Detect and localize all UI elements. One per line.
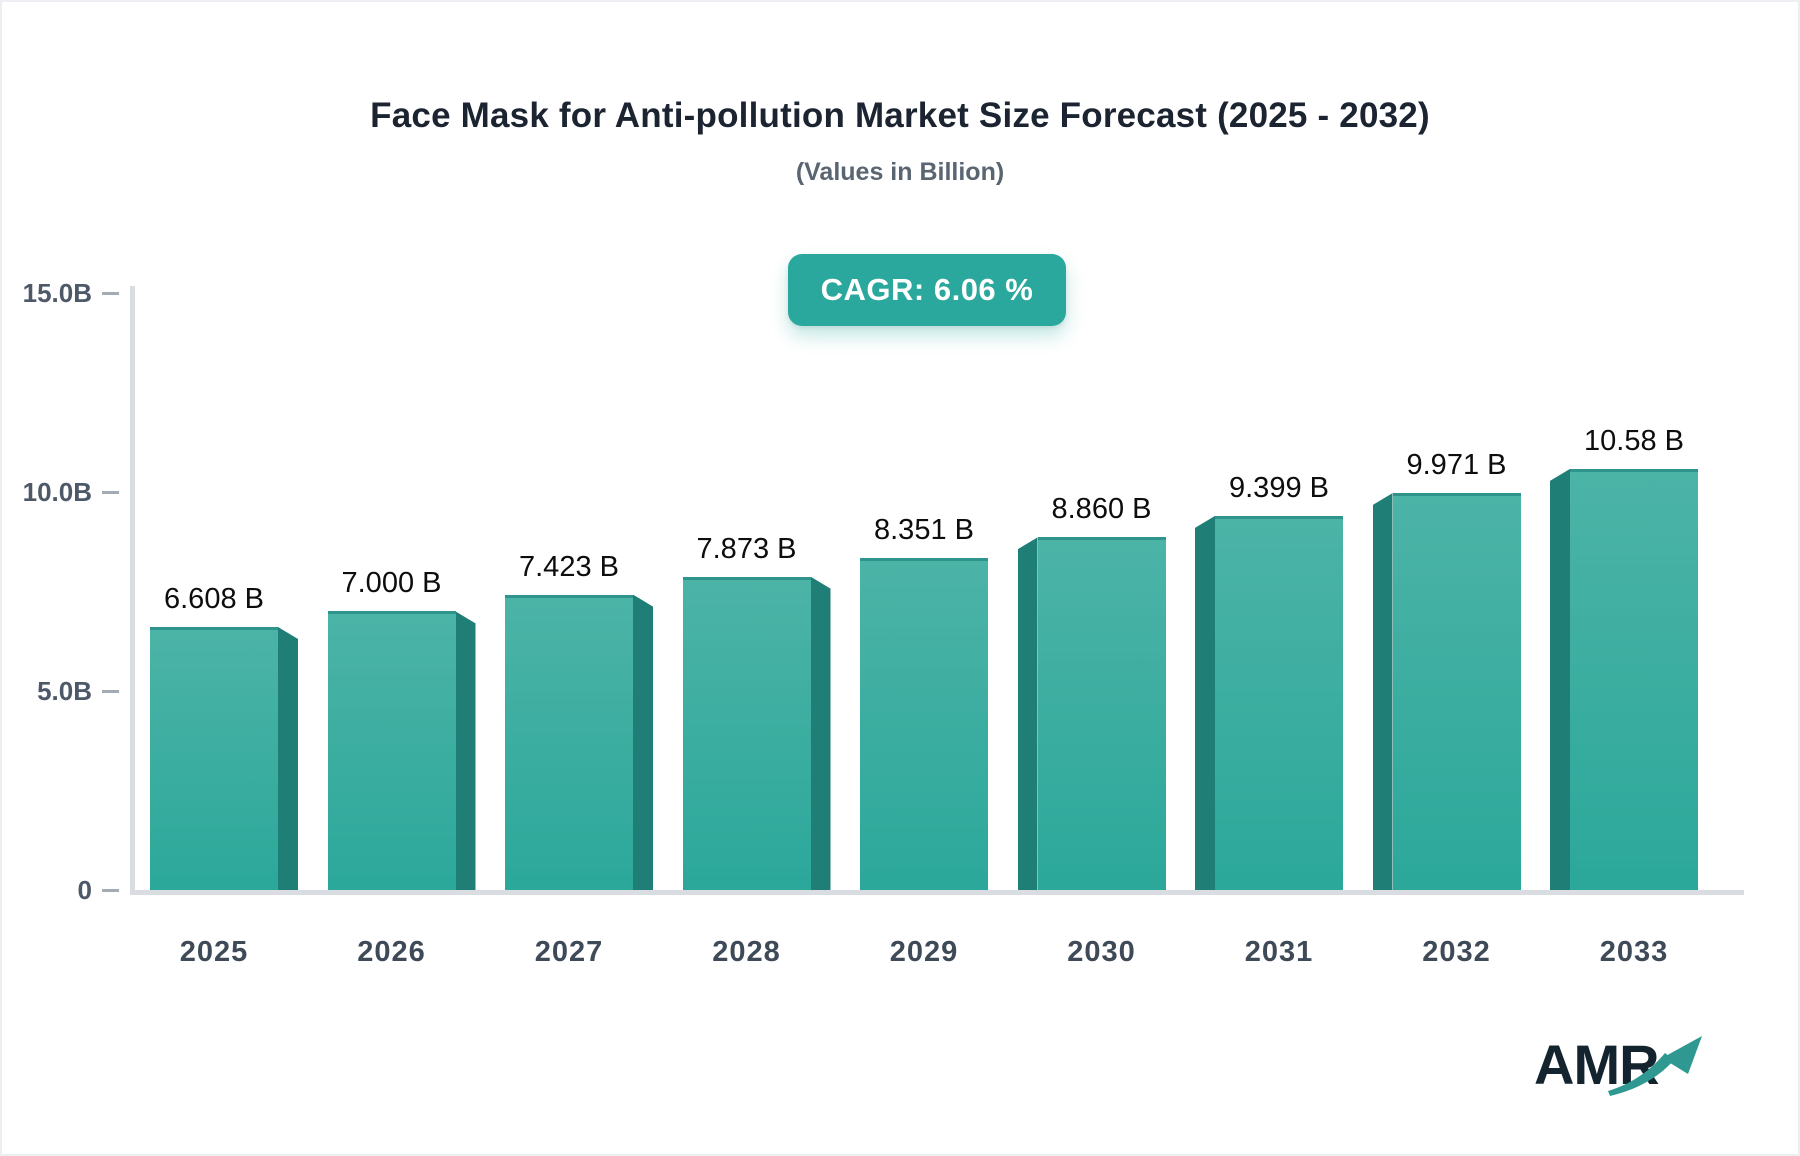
bar-2030 <box>1037 537 1166 890</box>
x-axis-label-2029: 2029 <box>889 936 959 968</box>
bar-2033 <box>1570 468 1698 890</box>
y-axis-tick <box>102 690 119 693</box>
cagr-badge: CAGR: 6.06 % <box>788 254 1066 326</box>
x-axis-line <box>130 890 1744 895</box>
bar-value-label: 7.873 B <box>696 532 797 565</box>
chart-title: Face Mask for Anti-pollution Market Size… <box>370 96 1430 135</box>
brand-logo: AMR <box>1534 1032 1724 1112</box>
y-axis-tick <box>102 491 119 494</box>
y-axis-tick-label: 0 <box>77 875 92 905</box>
bar-2028 <box>682 576 811 890</box>
bar-value-label: 10.58 B <box>1584 424 1684 457</box>
bar-side <box>1550 468 1570 890</box>
x-axis-label-2030: 2030 <box>1067 936 1136 968</box>
x-axis-label-2026: 2026 <box>357 936 426 968</box>
x-axis-label-2031: 2031 <box>1244 936 1314 968</box>
bar-value-label: 6.608 B <box>164 583 264 615</box>
bar-side <box>633 594 653 890</box>
bar-2025 <box>150 627 278 890</box>
y-axis-tick <box>102 889 119 892</box>
bar-side <box>278 627 298 890</box>
bar-value-label: 8.860 B <box>1051 493 1152 526</box>
y-axis-tick-label: 15.0B <box>22 278 92 308</box>
bar-value-label: 7.423 B <box>519 550 619 583</box>
bar-2027 <box>505 594 633 890</box>
bar-2032 <box>1392 493 1521 890</box>
bar-value-label: 9.971 B <box>1406 449 1507 482</box>
bar-2031 <box>1215 515 1343 890</box>
bar-side <box>1372 493 1393 890</box>
x-axis-label-2032: 2032 <box>1422 936 1491 968</box>
bar-2029 <box>860 557 988 890</box>
bar-value-label: 7.000 B <box>341 567 442 600</box>
bar-value-label: 9.399 B <box>1229 471 1329 504</box>
bar-2026 <box>327 611 456 890</box>
y-axis-tick-label: 5.0B <box>37 676 92 706</box>
x-axis-label-2033: 2033 <box>1599 936 1669 968</box>
y-axis-line <box>130 286 135 894</box>
growth-arrow-icon <box>1608 1036 1702 1096</box>
bar-side <box>455 611 476 890</box>
x-axis-label-2028: 2028 <box>712 936 781 968</box>
y-axis-tick <box>102 292 119 295</box>
x-axis-label-2027: 2027 <box>534 936 604 968</box>
bar-value-label: 8.351 B <box>874 513 974 546</box>
x-axis-label-2025: 2025 <box>179 936 249 968</box>
cagr-badge-label: CAGR: 6.06 % <box>820 272 1034 307</box>
y-axis-tick-label: 10.0B <box>22 477 92 507</box>
chart-subtitle: (Values in Billion) <box>795 158 1005 186</box>
bar-side <box>1017 537 1038 890</box>
bar-side <box>810 576 831 890</box>
bar-side <box>1195 515 1215 890</box>
